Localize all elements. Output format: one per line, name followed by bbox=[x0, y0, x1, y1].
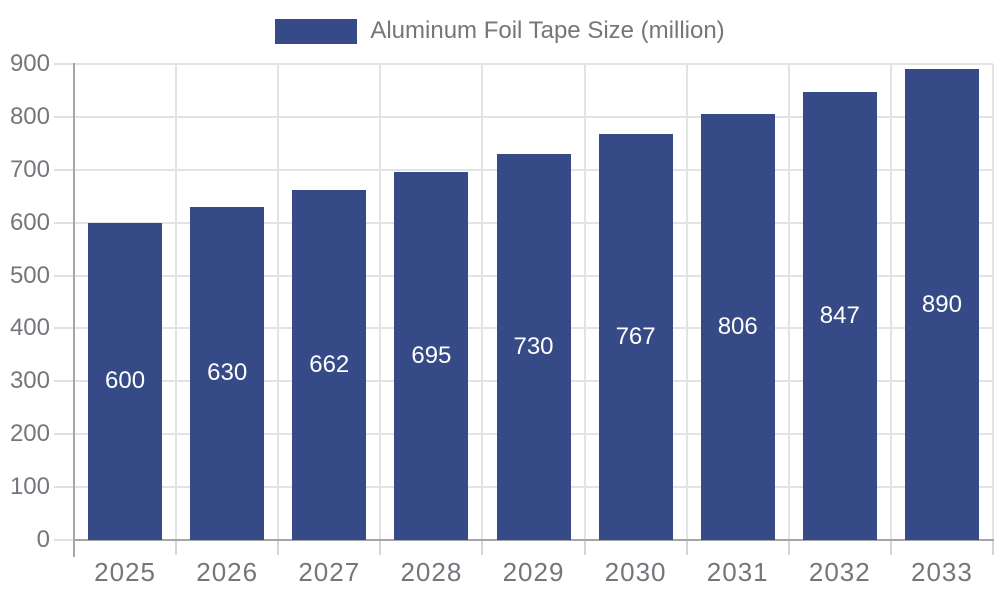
x-tick-5 bbox=[583, 540, 586, 555]
y-axis-label-0: 0 bbox=[36, 526, 50, 553]
x-gridline-8 bbox=[889, 64, 892, 540]
y-axis-label-100: 100 bbox=[9, 473, 50, 501]
bar-2032[interactable] bbox=[802, 92, 877, 540]
bar-2029[interactable] bbox=[496, 153, 571, 540]
bar-value-2031: 806 bbox=[717, 312, 758, 340]
bar-value-2028: 695 bbox=[411, 342, 452, 370]
legend-swatch bbox=[275, 18, 358, 44]
legend-label: Aluminum Foil Tape Size (million) bbox=[370, 17, 725, 44]
bar-2033[interactable] bbox=[904, 69, 979, 540]
legend-item[interactable]: Aluminum Foil Tape Size (million) bbox=[275, 17, 725, 45]
bar-value-2030: 767 bbox=[615, 323, 656, 351]
x-axis-label-2032: 2032 bbox=[808, 557, 871, 587]
y-tick-400 bbox=[54, 327, 74, 330]
y-tick-300 bbox=[54, 380, 74, 383]
bar-value-2026: 630 bbox=[207, 359, 248, 387]
x-axis-label-2025: 2025 bbox=[94, 557, 156, 587]
bar-value-2025: 600 bbox=[105, 367, 146, 395]
y-axis-label-800: 800 bbox=[9, 102, 50, 130]
y-axis-label-200: 200 bbox=[9, 420, 50, 448]
y-axis-label-300: 300 bbox=[9, 367, 50, 395]
x-tick-8 bbox=[889, 540, 892, 555]
bar-value-2029: 730 bbox=[513, 332, 554, 360]
y-tick-600 bbox=[54, 221, 74, 224]
x-gridline-6 bbox=[685, 64, 688, 540]
bar-value-2027: 662 bbox=[309, 350, 350, 378]
bar-2030[interactable] bbox=[598, 134, 673, 540]
x-axis-label-2029: 2029 bbox=[502, 557, 565, 587]
x-axis-label-2027: 2027 bbox=[298, 557, 361, 587]
x-tick-9 bbox=[992, 540, 994, 555]
x-gridline-2 bbox=[277, 64, 280, 540]
bar-value-2033: 890 bbox=[921, 290, 962, 318]
y-axis-line bbox=[73, 63, 75, 557]
bar-2028[interactable] bbox=[394, 172, 469, 540]
legend: Aluminum Foil Tape Size (million) bbox=[0, 17, 1000, 45]
x-axis-label-2026: 2026 bbox=[196, 557, 259, 587]
y-tick-700 bbox=[54, 168, 74, 171]
y-tick-500 bbox=[54, 274, 74, 277]
x-gridline-3 bbox=[379, 64, 382, 540]
x-tick-4 bbox=[481, 540, 484, 555]
x-gridline-7 bbox=[787, 64, 790, 540]
bar-2026[interactable] bbox=[190, 206, 265, 540]
x-gridline-9 bbox=[992, 64, 994, 540]
y-gridline-900 bbox=[74, 63, 993, 65]
y-tick-0 bbox=[54, 539, 74, 541]
bar-value-2032: 847 bbox=[819, 302, 860, 329]
y-tick-200 bbox=[54, 433, 74, 436]
y-axis-label-400: 400 bbox=[9, 314, 50, 342]
y-axis-label-600: 600 bbox=[9, 208, 50, 236]
x-axis-label-2028: 2028 bbox=[400, 557, 463, 587]
bar-2031[interactable] bbox=[700, 113, 775, 540]
y-axis-label-700: 700 bbox=[9, 155, 50, 183]
y-gridline-800 bbox=[74, 115, 993, 118]
x-tick-6 bbox=[685, 540, 688, 555]
x-tick-1 bbox=[175, 540, 178, 555]
x-axis-line bbox=[73, 539, 994, 541]
y-tick-900 bbox=[54, 63, 74, 65]
x-axis-label-2031: 2031 bbox=[706, 557, 769, 587]
x-tick-7 bbox=[787, 540, 790, 555]
y-tick-800 bbox=[54, 115, 74, 118]
y-axis-label-500: 500 bbox=[9, 261, 50, 289]
x-axis-label-2030: 2030 bbox=[604, 557, 667, 587]
y-axis-label-900: 900 bbox=[9, 50, 50, 77]
bar-2025[interactable] bbox=[88, 222, 163, 540]
y-tick-100 bbox=[54, 486, 74, 489]
x-gridline-5 bbox=[583, 64, 586, 540]
x-gridline-4 bbox=[481, 64, 484, 540]
bar-2027[interactable] bbox=[292, 189, 367, 540]
x-tick-2 bbox=[277, 540, 280, 555]
x-axis-label-2033: 2033 bbox=[911, 557, 973, 587]
x-gridline-1 bbox=[175, 64, 178, 540]
x-tick-3 bbox=[379, 540, 382, 555]
